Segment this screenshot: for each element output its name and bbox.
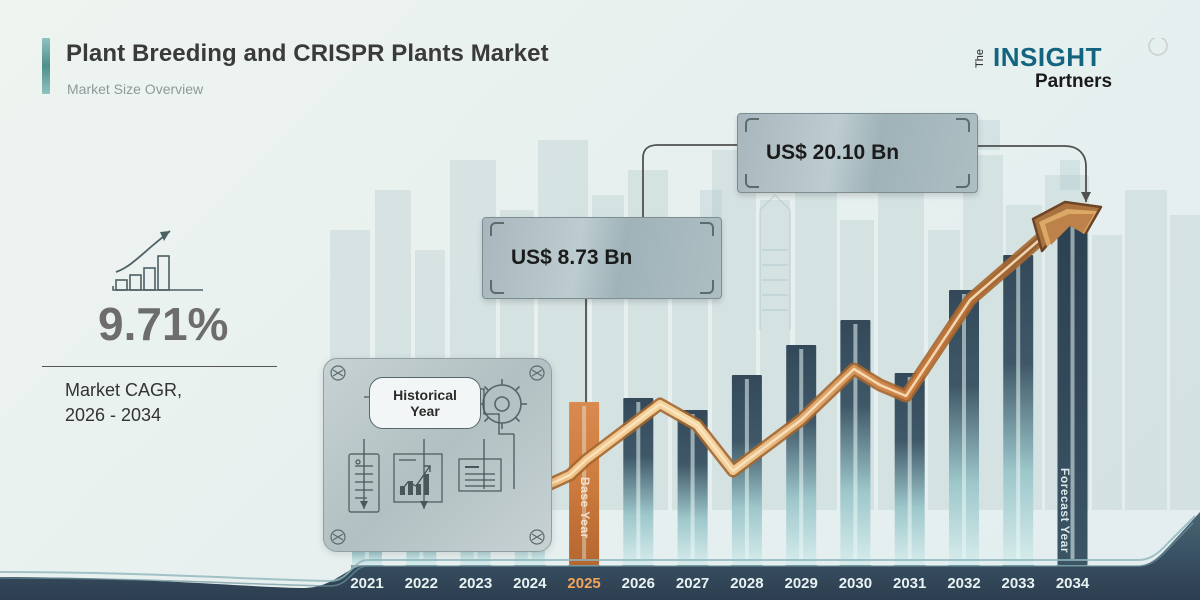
svg-text:INSIGHT: INSIGHT xyxy=(993,42,1102,72)
svg-text:The: The xyxy=(975,49,986,68)
svg-text:Partners: Partners xyxy=(1035,71,1112,92)
